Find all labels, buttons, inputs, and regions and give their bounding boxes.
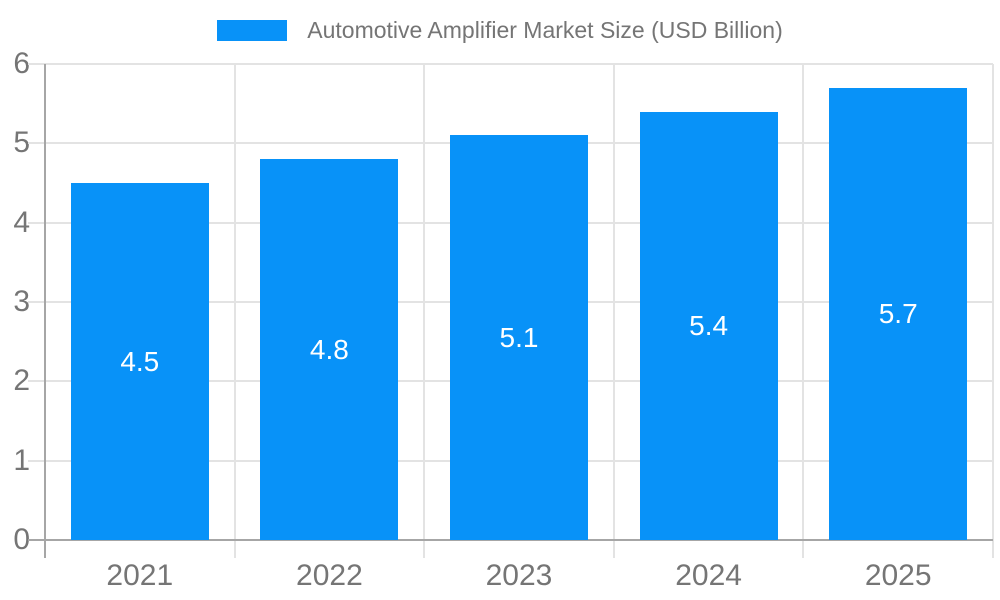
- category-gridline: [233, 64, 236, 558]
- bar-value-label: 4.5: [120, 345, 160, 377]
- y-tick-label: 5: [13, 126, 30, 160]
- y-tick-label: 1: [13, 443, 30, 477]
- bar-value-label: 5.1: [499, 321, 539, 353]
- category-gridline: [802, 64, 805, 558]
- y-tick-label: 0: [13, 523, 30, 556]
- bar-2021[interactable]: [70, 183, 209, 540]
- y-gridline: [28, 63, 993, 65]
- bar-2023[interactable]: [450, 135, 588, 540]
- category-gridline: [992, 64, 994, 558]
- bar-value-label: 5.7: [878, 297, 918, 329]
- x-tick-label: 2025: [864, 559, 932, 592]
- x-axis-baseline: [28, 539, 993, 541]
- x-tick-label: 2021: [106, 559, 174, 592]
- bar-value-label: 5.4: [689, 309, 729, 341]
- bar-value-label: 4.8: [309, 333, 349, 365]
- x-tick-label: 2022: [296, 559, 363, 592]
- legend[interactable]: Automotive Amplifier Market Size (USD Bi…: [0, 17, 1000, 43]
- x-tick-label: 2024: [675, 559, 742, 592]
- category-gridline: [612, 64, 615, 558]
- legend-swatch: [217, 19, 288, 41]
- y-tick-label: 4: [13, 205, 30, 239]
- y-axis-line: [44, 64, 46, 558]
- x-tick-label: 2023: [485, 559, 553, 592]
- y-tick-label: 3: [13, 285, 30, 318]
- category-gridline: [423, 64, 426, 558]
- y-tick-label: 6: [13, 47, 30, 80]
- bar-2022[interactable]: [260, 159, 399, 540]
- bar-2025[interactable]: [829, 87, 968, 540]
- legend-label: Automotive Amplifier Market Size (USD Bi…: [307, 16, 783, 43]
- bar-2024[interactable]: [639, 111, 778, 540]
- y-tick-label: 2: [13, 364, 30, 398]
